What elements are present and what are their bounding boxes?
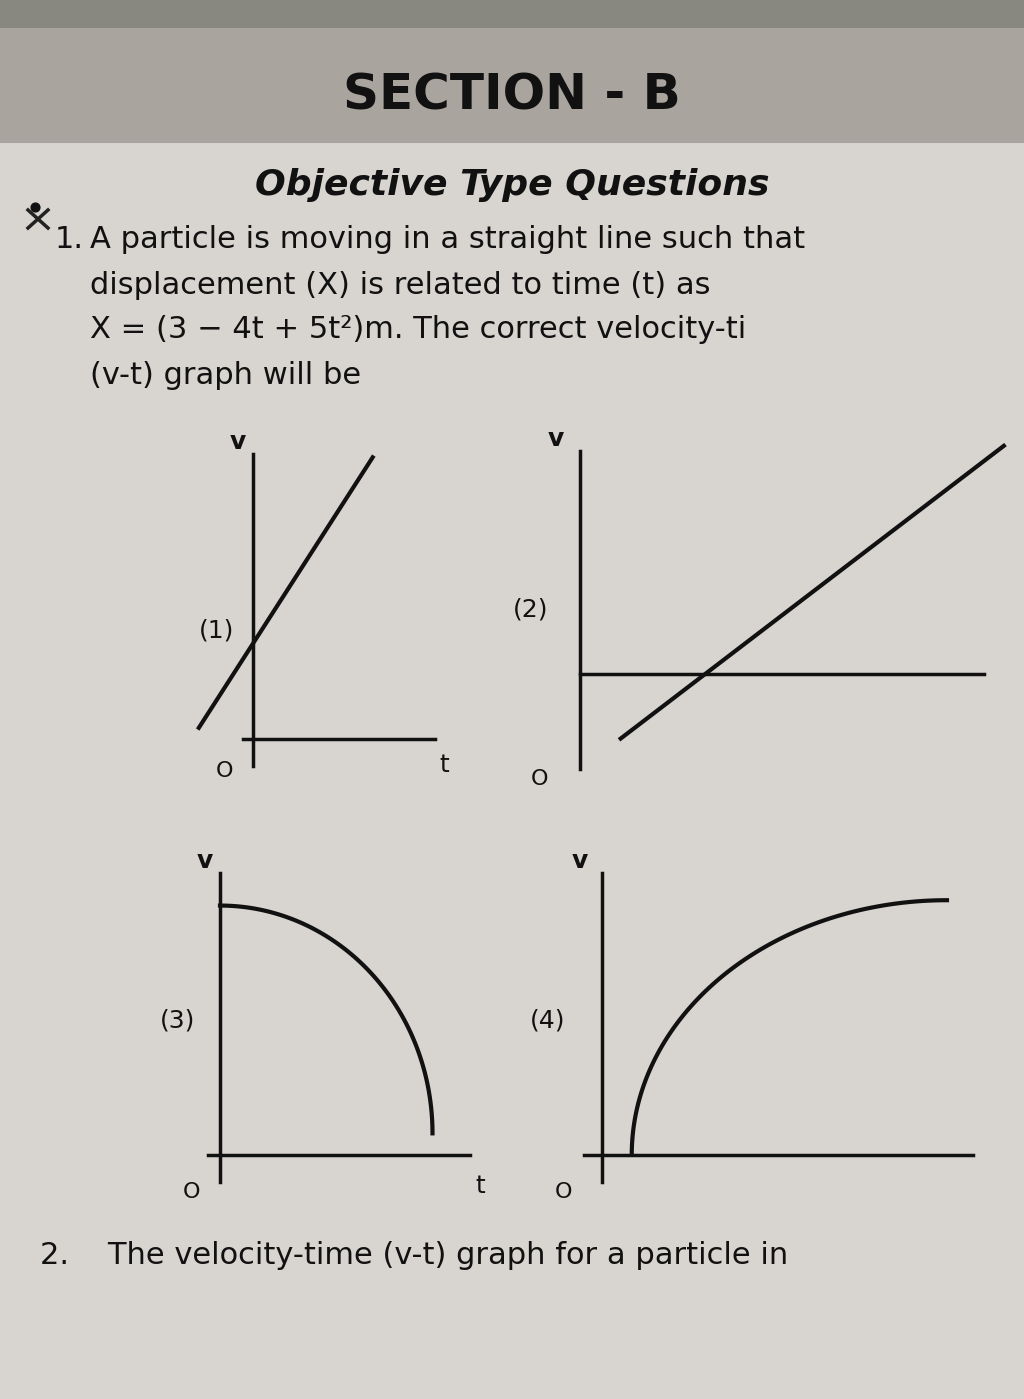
Bar — [0, 28, 1024, 143]
Text: (v-t) graph will be: (v-t) graph will be — [90, 361, 361, 389]
Text: v: v — [571, 849, 588, 873]
Text: v: v — [548, 427, 564, 450]
Point — [27, 196, 43, 218]
Text: displacement (X) is related to time (t) as: displacement (X) is related to time (t) … — [90, 270, 711, 299]
Text: v: v — [229, 429, 246, 453]
Text: v: v — [197, 849, 213, 873]
Text: X = (3 − 4t + 5t²)m. The correct velocity-ti: X = (3 − 4t + 5t²)m. The correct velocit… — [90, 316, 746, 344]
Text: Objective Type Questions: Objective Type Questions — [255, 168, 769, 201]
Bar — [0, 0, 1024, 28]
Text: 1.: 1. — [55, 225, 84, 255]
Text: SECTION - B: SECTION - B — [343, 71, 681, 119]
Text: t: t — [475, 1174, 484, 1198]
Text: t: t — [439, 753, 449, 776]
Text: (4): (4) — [529, 1009, 565, 1032]
Text: (1): (1) — [199, 618, 234, 642]
Text: (3): (3) — [160, 1009, 195, 1032]
Text: 2.    The velocity-time (v-t) graph for a particle in: 2. The velocity-time (v-t) graph for a p… — [40, 1241, 788, 1269]
Text: O: O — [530, 769, 548, 789]
Text: O: O — [216, 761, 233, 781]
Text: O: O — [182, 1182, 200, 1202]
Text: O: O — [555, 1182, 572, 1202]
Text: A particle is moving in a straight line such that: A particle is moving in a straight line … — [90, 225, 805, 255]
Text: (2): (2) — [513, 597, 548, 623]
